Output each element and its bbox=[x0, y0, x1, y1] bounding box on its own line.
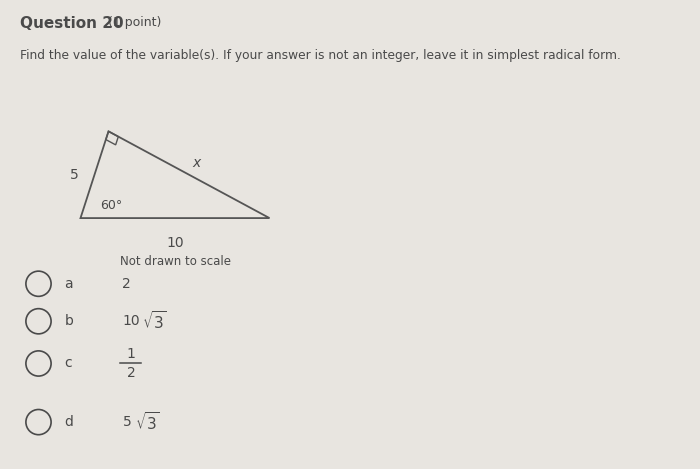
Text: 2: 2 bbox=[122, 277, 132, 291]
Text: 10: 10 bbox=[166, 236, 184, 250]
Text: (1 point): (1 point) bbox=[104, 16, 161, 30]
Text: b: b bbox=[64, 314, 74, 328]
Text: 60°: 60° bbox=[100, 199, 122, 212]
Text: Not drawn to scale: Not drawn to scale bbox=[120, 255, 230, 268]
Text: Find the value of the variable(s). If your answer is not an integer, leave it in: Find the value of the variable(s). If yo… bbox=[20, 49, 620, 62]
Text: 1: 1 bbox=[127, 347, 135, 361]
Text: a: a bbox=[64, 277, 73, 291]
Text: 10: 10 bbox=[122, 314, 140, 328]
Text: $\sqrt{3}$: $\sqrt{3}$ bbox=[135, 411, 160, 433]
Text: 5: 5 bbox=[70, 168, 79, 182]
Text: x: x bbox=[193, 156, 201, 170]
Text: 5: 5 bbox=[122, 415, 132, 429]
Text: 2: 2 bbox=[127, 366, 135, 380]
Text: c: c bbox=[64, 356, 72, 371]
Text: d: d bbox=[64, 415, 74, 429]
Text: $\sqrt{3}$: $\sqrt{3}$ bbox=[142, 310, 167, 332]
Text: Question 20: Question 20 bbox=[20, 16, 123, 31]
